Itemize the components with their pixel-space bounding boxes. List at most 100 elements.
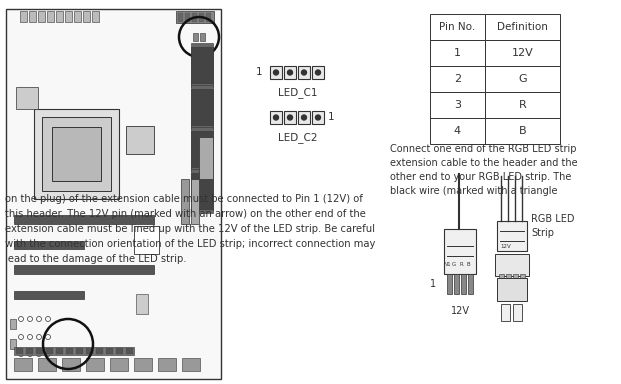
Bar — [191, 43, 213, 47]
Text: 12V: 12V — [450, 306, 469, 316]
Circle shape — [302, 115, 307, 120]
Text: Pin No.: Pin No. — [440, 22, 476, 32]
Bar — [116, 348, 123, 354]
Bar — [468, 274, 473, 294]
Bar — [96, 348, 103, 354]
Bar — [158, 358, 176, 371]
Bar — [191, 89, 213, 126]
Bar — [298, 66, 310, 79]
Bar — [191, 169, 213, 173]
Text: B: B — [466, 262, 470, 266]
Bar — [86, 348, 93, 354]
Bar — [461, 274, 466, 294]
Bar — [454, 274, 459, 294]
Text: black wire (marked with a triangle: black wire (marked with a triangle — [390, 186, 558, 196]
Bar — [430, 66, 485, 92]
Text: 2: 2 — [454, 74, 461, 84]
Bar — [447, 274, 452, 294]
Text: 1: 1 — [328, 112, 335, 122]
Bar — [206, 13, 211, 22]
Text: RGB LED
Strip: RGB LED Strip — [531, 214, 574, 238]
Bar — [134, 358, 152, 371]
Bar — [191, 127, 213, 131]
Bar — [497, 278, 527, 301]
Bar — [29, 11, 36, 22]
Circle shape — [273, 115, 278, 120]
Text: Connect one end of the RGB LED strip: Connect one end of the RGB LED strip — [390, 144, 576, 154]
Bar — [199, 13, 204, 22]
Text: 12V: 12V — [512, 48, 533, 58]
Text: B: B — [519, 126, 527, 136]
Text: Definition: Definition — [497, 22, 548, 32]
Bar — [185, 13, 190, 22]
Bar — [199, 137, 213, 179]
Bar — [193, 33, 198, 41]
Bar — [191, 167, 213, 171]
Text: R: R — [459, 262, 463, 266]
Bar — [191, 85, 213, 89]
Bar — [192, 13, 197, 22]
Bar — [14, 347, 134, 355]
Bar — [444, 229, 476, 274]
Circle shape — [288, 70, 292, 75]
Bar — [16, 348, 23, 354]
Bar — [106, 348, 113, 354]
Bar — [136, 294, 148, 314]
Bar — [47, 11, 54, 22]
Bar — [38, 358, 56, 371]
Bar — [495, 254, 529, 276]
Bar — [485, 66, 560, 92]
Bar — [200, 33, 205, 41]
Bar — [430, 40, 485, 66]
Bar — [485, 92, 560, 118]
Bar — [284, 111, 296, 124]
Text: 1: 1 — [255, 67, 262, 77]
Bar — [497, 221, 527, 251]
Bar — [430, 92, 485, 118]
Bar — [176, 11, 214, 23]
Bar — [199, 137, 213, 179]
Bar — [485, 40, 560, 66]
Bar — [65, 11, 72, 22]
Bar — [513, 274, 518, 286]
Bar — [191, 47, 213, 84]
Bar — [14, 215, 154, 224]
Bar — [86, 358, 104, 371]
Circle shape — [302, 70, 307, 75]
Text: 12V: 12V — [500, 243, 510, 248]
Text: 1: 1 — [454, 48, 461, 58]
Bar — [181, 179, 189, 224]
Text: lead to the damage of the LED strip.: lead to the damage of the LED strip. — [5, 254, 186, 264]
Bar — [178, 13, 183, 22]
Bar — [14, 241, 84, 249]
Bar — [36, 348, 43, 354]
Bar — [110, 358, 128, 371]
Bar — [62, 358, 80, 371]
Bar — [501, 304, 510, 321]
Bar — [513, 304, 522, 321]
Bar — [126, 126, 154, 154]
Bar — [38, 11, 45, 22]
Bar — [191, 209, 213, 213]
Bar — [430, 118, 485, 144]
Text: extension cable to the header and the: extension cable to the header and the — [390, 158, 578, 168]
Text: LED_C1: LED_C1 — [278, 87, 318, 98]
Bar — [74, 11, 81, 22]
Text: 4: 4 — [454, 126, 461, 136]
Bar — [10, 339, 16, 349]
Bar — [52, 127, 101, 181]
Bar — [56, 348, 63, 354]
Text: R: R — [519, 100, 527, 110]
Text: G: G — [452, 262, 456, 266]
Bar — [76, 348, 83, 354]
Text: other end to your RGB LED strip. The: other end to your RGB LED strip. The — [390, 172, 571, 182]
Bar — [126, 348, 133, 354]
Text: with the connection orientation of the LED strip; incorrect connection may: with the connection orientation of the L… — [5, 239, 375, 249]
Circle shape — [315, 70, 320, 75]
Bar — [312, 111, 324, 124]
Bar — [191, 125, 213, 129]
Bar — [66, 348, 73, 354]
Circle shape — [315, 115, 320, 120]
Text: N1: N1 — [443, 262, 451, 266]
Bar — [134, 226, 159, 254]
